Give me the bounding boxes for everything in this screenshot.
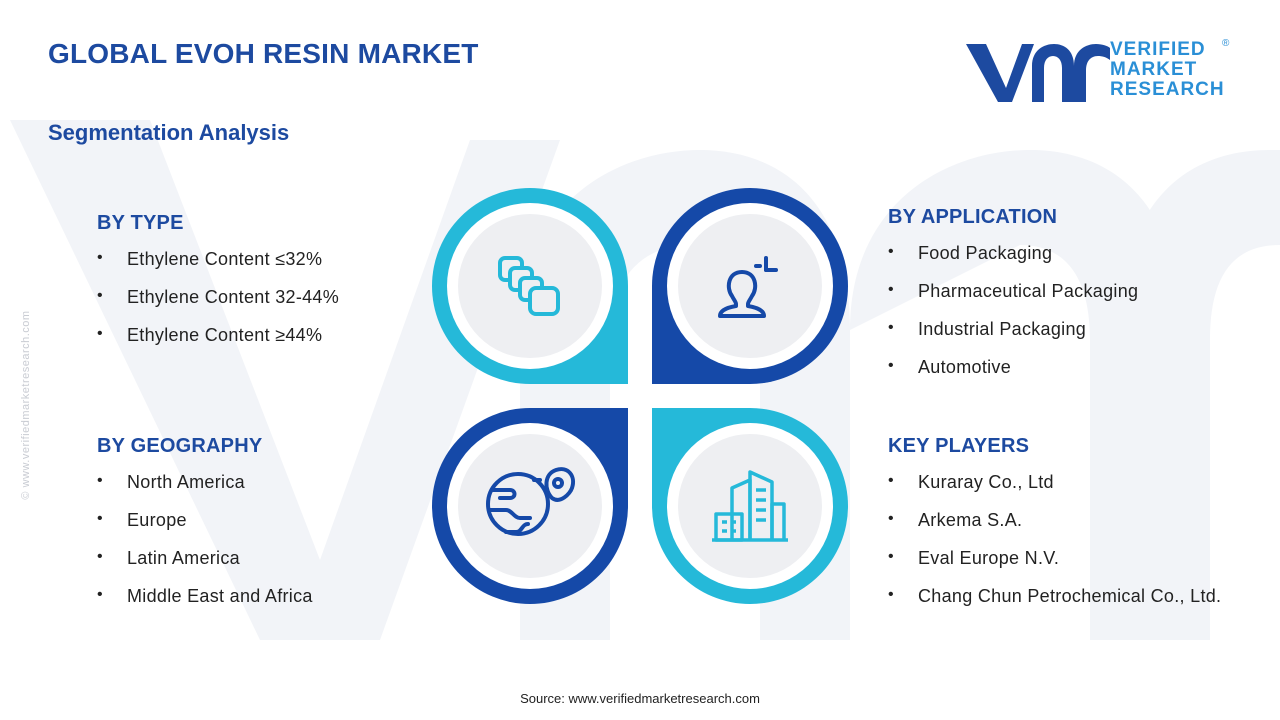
- segment-key-players: KEY PLAYERS Kuraray Co., Ltd Arkema S.A.…: [888, 435, 1221, 624]
- list-item: Arkema S.A.: [888, 510, 1221, 531]
- globe-pin-icon: [486, 467, 575, 536]
- segment-list: Ethylene Content ≤32% Ethylene Content 3…: [97, 249, 339, 346]
- list-item: Eval Europe N.V.: [888, 548, 1221, 569]
- list-item: North America: [97, 472, 313, 493]
- segment-heading: BY TYPE: [97, 212, 184, 234]
- logo-mark: [966, 44, 1110, 102]
- list-item: Middle East and Africa: [97, 586, 313, 607]
- segment-by-application: BY APPLICATION Food Packaging Pharmaceut…: [888, 206, 1138, 395]
- list-item: Latin America: [97, 548, 313, 569]
- list-item: Kuraray Co., Ltd: [888, 472, 1221, 493]
- list-item: Ethylene Content ≤32%: [97, 249, 339, 270]
- petal-application: [652, 188, 848, 384]
- segment-heading: BY GEOGRAPHY: [97, 435, 263, 457]
- source-note: Source: www.verifiedmarketresearch.com: [520, 691, 760, 706]
- page-title: GLOBAL EVOH RESIN MARKET: [48, 38, 479, 69]
- list-item: Food Packaging: [888, 243, 1138, 264]
- list-item: Europe: [97, 510, 313, 531]
- petal-geography: [432, 408, 628, 604]
- list-item: Automotive: [888, 357, 1138, 378]
- list-item: Pharmaceutical Packaging: [888, 281, 1138, 302]
- logo-line-3: RESEARCH: [1110, 79, 1225, 100]
- page-subtitle: Segmentation Analysis: [48, 120, 290, 145]
- segment-heading: BY APPLICATION: [888, 206, 1058, 228]
- registered-mark: ®: [1222, 38, 1230, 49]
- list-item: Chang Chun Petrochemical Co., Ltd.: [888, 586, 1221, 607]
- segment-list: Kuraray Co., Ltd Arkema S.A. Eval Europe…: [888, 472, 1221, 607]
- list-item: Ethylene Content ≥44%: [97, 325, 339, 346]
- list-item: Ethylene Content 32-44%: [97, 287, 339, 308]
- layers-icon: [498, 256, 560, 316]
- buildings-icon: [712, 470, 788, 542]
- user-icon: [718, 256, 778, 318]
- segment-by-geography: BY GEOGRAPHY North America Europe Latin …: [97, 435, 313, 624]
- list-item: Industrial Packaging: [888, 319, 1138, 340]
- logo-line-1: VERIFIED: [1110, 39, 1206, 60]
- segment-heading: KEY PLAYERS: [888, 435, 1030, 457]
- segment-list: Food Packaging Pharmaceutical Packaging …: [888, 243, 1138, 378]
- logo-text: VERIFIED MARKET RESEARCH: [1110, 40, 1225, 100]
- segment-list: North America Europe Latin America Middl…: [97, 472, 313, 607]
- logo-line-2: MARKET: [1110, 59, 1198, 80]
- segment-by-type: BY TYPE Ethylene Content ≤32% Ethylene C…: [97, 212, 339, 363]
